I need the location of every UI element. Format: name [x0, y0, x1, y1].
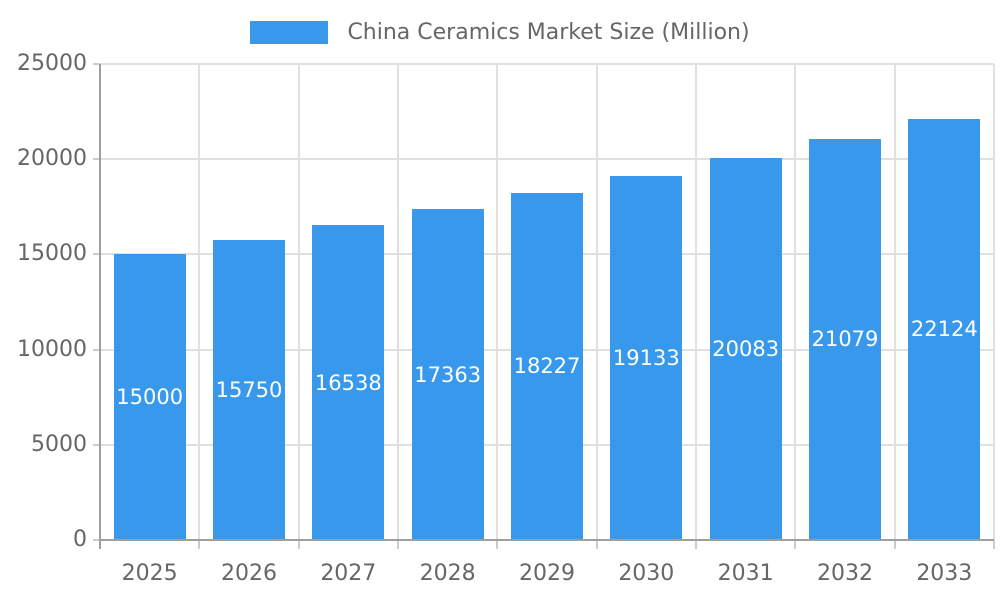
v-gridline: [496, 64, 499, 540]
y-tick: [93, 539, 100, 541]
y-tick: [93, 348, 100, 351]
x-tick: [297, 540, 300, 549]
y-tick: [93, 158, 100, 161]
v-gridline: [595, 64, 598, 540]
legend-swatch: [250, 20, 329, 44]
y-tick: [93, 443, 100, 446]
x-tick-label: 2025: [121, 561, 178, 586]
bar[interactable]: 15750: [213, 240, 285, 540]
x-tick-label: 2031: [717, 561, 774, 586]
v-gridline: [695, 64, 697, 540]
bar[interactable]: 22124: [908, 118, 981, 540]
x-tick-label: 2032: [816, 561, 873, 586]
x-tick-label: 2026: [220, 561, 277, 586]
bar[interactable]: 15000: [113, 254, 186, 540]
legend-label: China Ceramics Market Size (Million): [347, 19, 750, 45]
bar[interactable]: 21079: [809, 138, 881, 540]
v-gridline: [297, 64, 300, 540]
v-gridline: [397, 64, 399, 540]
bar[interactable]: 18227: [511, 192, 583, 540]
bar[interactable]: 16538: [312, 225, 385, 540]
bar-value-label: 20083: [712, 336, 780, 361]
bar[interactable]: 19133: [610, 175, 683, 540]
h-gridline: [100, 63, 994, 65]
bar-value-label: 15750: [215, 378, 283, 403]
y-tick-label: 25000: [17, 51, 87, 76]
x-tick-label: 2030: [618, 561, 675, 586]
v-gridline: [993, 64, 995, 540]
bar-value-label: 18227: [513, 354, 581, 379]
bar-value-label: 19133: [612, 345, 680, 370]
x-tick: [893, 540, 896, 549]
x-tick-label: 2027: [320, 561, 377, 586]
y-tick-label: 5000: [31, 431, 87, 457]
x-tick: [794, 540, 797, 549]
x-tick: [595, 540, 598, 549]
y-axis-line: [99, 64, 101, 549]
bar-value-label: 17363: [414, 362, 482, 387]
v-gridline: [198, 64, 201, 540]
bar[interactable]: 20083: [709, 157, 782, 540]
bar-value-label: 15000: [116, 385, 184, 410]
bar[interactable]: 17363: [411, 209, 484, 540]
x-tick: [695, 540, 697, 549]
y-tick-label: 20000: [17, 146, 87, 172]
x-tick: [993, 540, 995, 549]
y-tick-label: 0: [73, 527, 87, 552]
y-tick-label: 10000: [17, 336, 87, 362]
x-tick-label: 2033: [916, 561, 973, 586]
bar-value-label: 21079: [811, 327, 879, 352]
y-tick: [93, 63, 100, 65]
h-gridline: [100, 158, 994, 161]
x-tick-label: 2028: [419, 561, 476, 586]
x-tick: [397, 540, 399, 549]
legend[interactable]: China Ceramics Market Size (Million): [0, 19, 1000, 45]
v-gridline: [893, 64, 896, 540]
x-tick: [198, 540, 201, 549]
y-tick-label: 15000: [17, 241, 87, 267]
v-gridline: [794, 64, 797, 540]
y-tick: [93, 253, 100, 256]
bar-value-label: 16538: [314, 370, 382, 395]
x-axis-line: [100, 539, 994, 541]
x-tick: [496, 540, 499, 549]
bar-value-label: 22124: [910, 317, 978, 342]
x-tick-label: 2029: [518, 561, 575, 586]
